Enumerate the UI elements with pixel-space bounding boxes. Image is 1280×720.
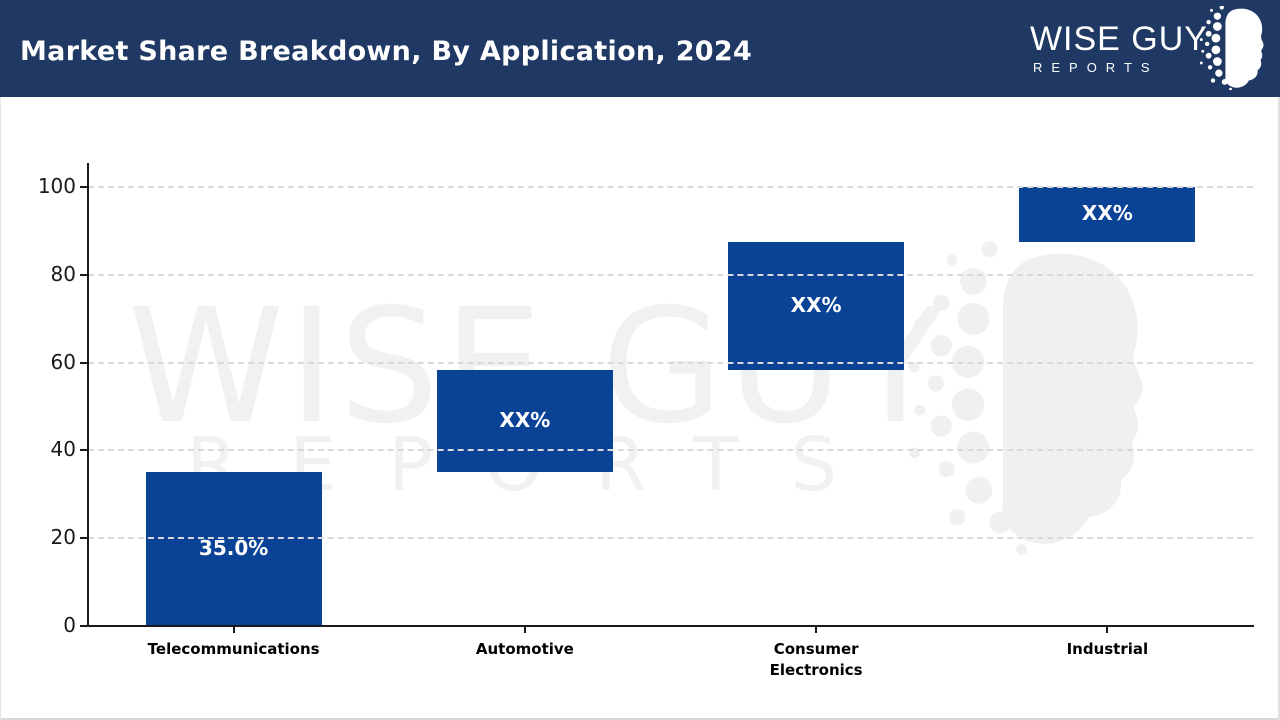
bar-value-label: XX% [790, 292, 842, 317]
brand-logo-text: WISE GUY REPORTS [1029, 20, 1208, 75]
y-tick-label: 0 [63, 613, 76, 637]
x-tick-mark [1106, 626, 1109, 633]
gridline-60 [88, 361, 1253, 364]
category-label: Industrial [1066, 640, 1149, 658]
y-tick-label: 100 [37, 174, 76, 198]
y-tick-mark [80, 537, 88, 540]
header: Market Share Breakdown, By Application, … [0, 0, 1280, 97]
x-tick-mark [815, 626, 818, 633]
gridline-20 [88, 537, 1253, 540]
gridline-40 [88, 449, 1253, 452]
gridline-100 [88, 186, 1253, 188]
bar-telecommunications [145, 472, 322, 626]
brand-subtitle: REPORTS [1032, 59, 1159, 75]
page-border-right [1278, 97, 1280, 720]
brand-name: WISE GUY [1029, 20, 1208, 59]
bar-value-label: XX% [499, 408, 551, 433]
x-tick-mark [232, 626, 235, 633]
bar-value-label: XX% [1081, 201, 1133, 226]
chart-title: Market Share Breakdown, By Application, … [20, 36, 753, 67]
category-label: Consumer Electronics [769, 640, 863, 679]
y-tick-label: 80 [50, 261, 76, 286]
category-label: Telecommunications [147, 640, 320, 658]
gridline-80 [88, 273, 1253, 276]
bar-consumer-electronics [728, 241, 905, 371]
y-tick-label: 60 [50, 349, 76, 374]
y-axis-line [87, 163, 89, 627]
bar-industrial [1019, 187, 1196, 242]
page-border-left [0, 97, 1, 720]
x-axis-line [87, 625, 1254, 627]
y-tick-mark [80, 449, 88, 452]
bar-value-label: 35.0% [198, 536, 269, 561]
y-tick-mark [80, 361, 88, 364]
category-label: Automotive [475, 640, 574, 658]
y-tick-label: 40 [50, 437, 76, 462]
bar-automotive [436, 370, 613, 473]
brand-logo: WISE GUY REPORTS [1030, 6, 1270, 90]
y-tick-label: 20 [50, 525, 76, 550]
x-tick-mark [523, 626, 526, 633]
y-tick-mark [80, 625, 88, 627]
page-border-bottom [0, 718, 1280, 720]
y-tick-mark [80, 273, 88, 276]
y-tick-mark [80, 186, 88, 188]
